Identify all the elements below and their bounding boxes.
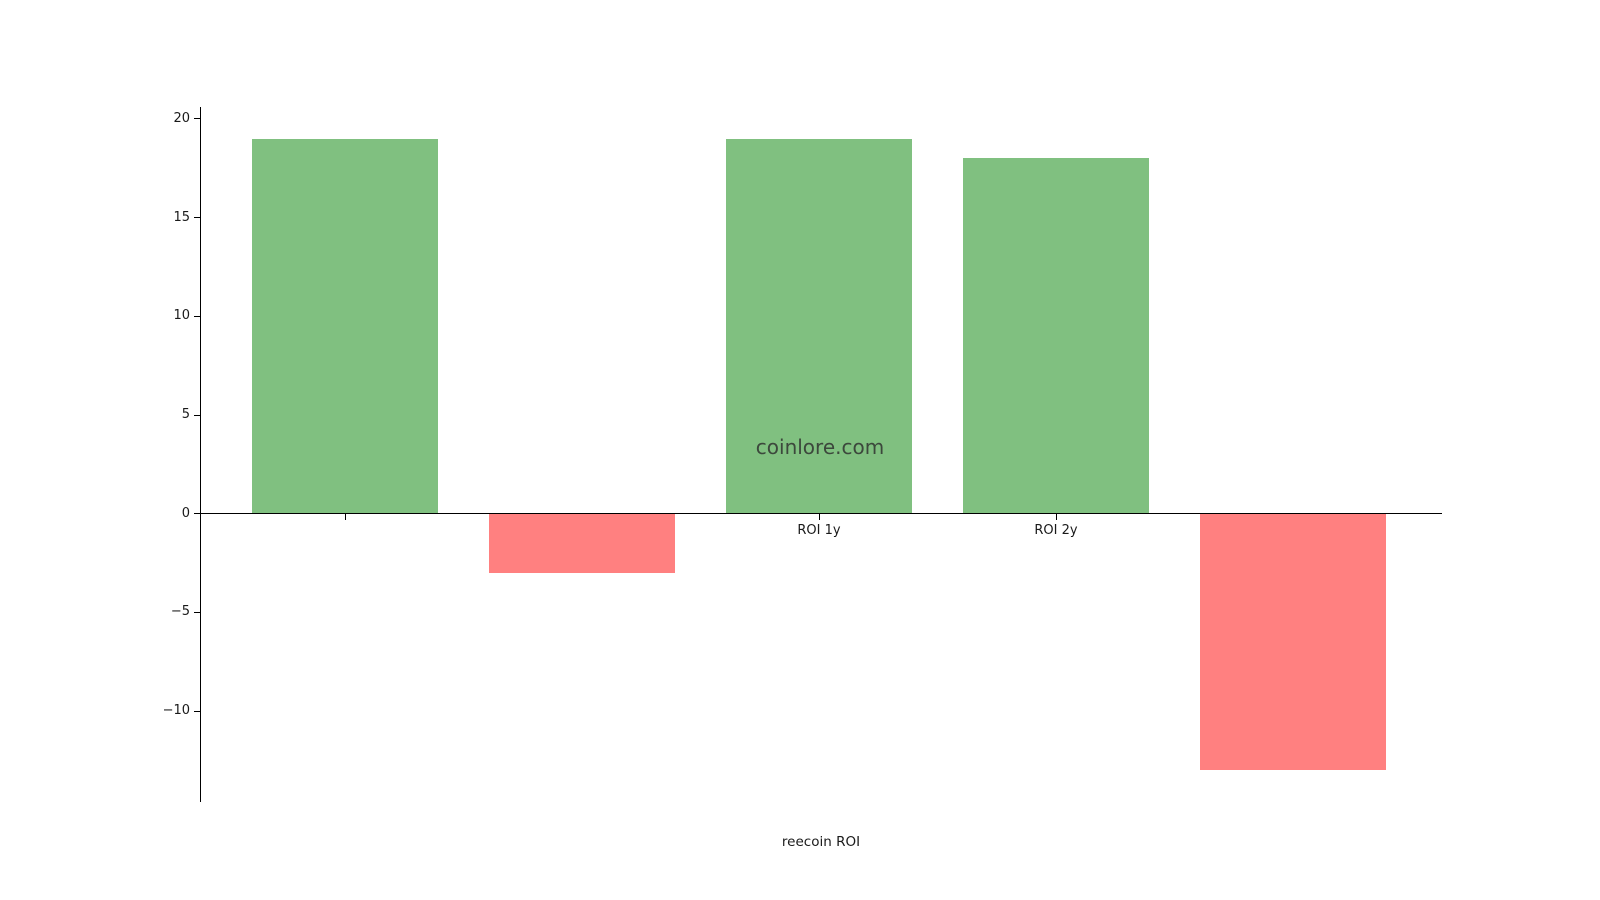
x-tick-label-roi-1y: ROI 1y: [797, 523, 841, 539]
y-tick-label: 15: [173, 209, 190, 225]
bar-index-0: [252, 138, 438, 514]
y-tick-mark: [194, 513, 200, 515]
y-tick-label: 0: [181, 505, 190, 521]
y-tick-label: −5: [170, 604, 190, 620]
y-tick-label: 5: [181, 407, 190, 422]
bar-ROI 2y: [963, 158, 1149, 514]
y-tick-label: −10: [162, 703, 190, 719]
watermark-text: coinlore.com: [755, 435, 885, 459]
y-tick-label: 20: [173, 110, 190, 126]
y-axis-spine: [200, 107, 201, 802]
y-tick-mark: [194, 118, 200, 120]
x-tick-mark: [819, 514, 820, 521]
y-tick-mark: [194, 710, 200, 712]
bar-ROI 1y: [726, 138, 912, 514]
y-tick-mark: [194, 315, 200, 317]
bar-index-1: [489, 513, 675, 573]
y-tick-label: 10: [173, 308, 190, 324]
x-axis-line: [200, 513, 1442, 515]
chart-xlabel: reecoin ROI: [781, 834, 861, 850]
y-tick-mark: [194, 611, 200, 613]
y-tick-mark: [194, 217, 200, 219]
bar-index-4: [1200, 513, 1386, 771]
x-tick-label-roi-2y: ROI 2y: [1034, 523, 1078, 539]
x-tick-mark: [1056, 514, 1057, 521]
x-tick-mark: [345, 514, 346, 521]
y-tick-mark: [194, 414, 200, 416]
